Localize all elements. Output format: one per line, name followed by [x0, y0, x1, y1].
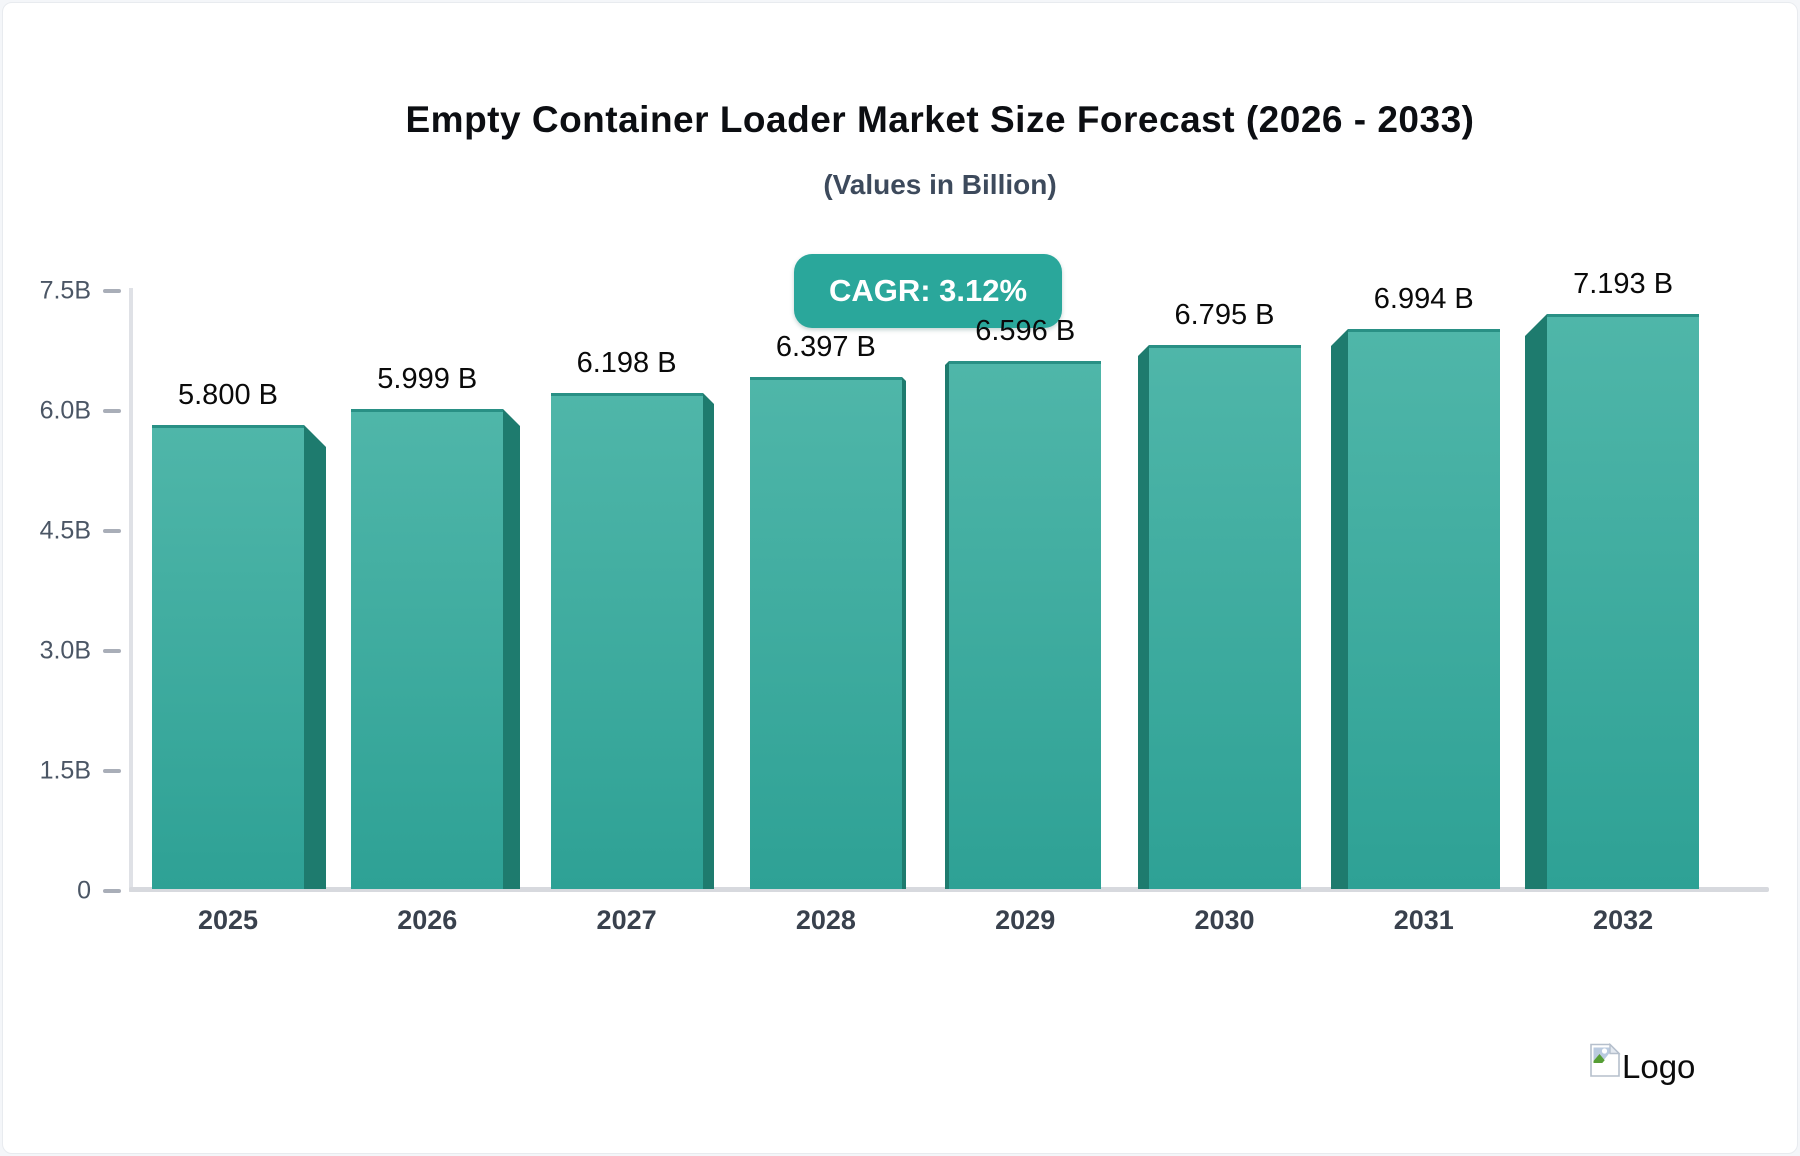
y-axis-tick-label: 1.5B: [39, 756, 91, 785]
bar-side-2027: [703, 393, 714, 889]
x-axis-label-2031: 2031: [1393, 905, 1454, 935]
bar-value-label-2031: 6.994 B: [1373, 283, 1474, 315]
x-axis-label-2029: 2029: [995, 905, 1056, 935]
chart-title: Empty Container Loader Market Size Forec…: [405, 99, 1475, 140]
x-axis-label-2027: 2027: [596, 905, 657, 935]
bar-value-label-2025: 5.800 B: [178, 379, 278, 411]
x-axis-label-2025: 2025: [197, 905, 259, 935]
bar-value-label-2029: 6.596 B: [975, 315, 1076, 347]
bar-side-2028: [902, 377, 906, 889]
cagr-badge-label: CAGR: 3.12%: [828, 273, 1028, 308]
x-axis-label-2030: 2030: [1194, 905, 1255, 935]
bar-2032: [1547, 314, 1699, 889]
bar-2025: [152, 425, 304, 889]
y-axis-tick-label: 0: [77, 876, 91, 905]
bar-value-label-2028: 6.397 B: [775, 331, 876, 363]
bar-2031: [1348, 329, 1500, 889]
bar-side-2025: [304, 425, 326, 889]
y-axis-tick-mark: [103, 289, 121, 293]
broken-image-icon: [1589, 1042, 1621, 1083]
y-axis-tick-label: 7.5B: [39, 276, 91, 305]
logo: Logo: [1589, 1042, 1696, 1085]
bar-value-label-2026: 5.999 B: [377, 363, 478, 395]
bar-side-2029: [945, 361, 949, 889]
bar-2026: [351, 409, 503, 889]
x-axis-label-2026: 2026: [397, 905, 458, 935]
bar-side-2026: [503, 409, 520, 889]
y-axis-tick-mark: [103, 889, 121, 893]
bar-2028: [750, 377, 902, 889]
y-axis-line: [129, 288, 133, 892]
y-axis-tick-mark: [103, 409, 121, 413]
chart-subtitle: (Values in Billion): [823, 169, 1057, 200]
bar-value-label-2032: 7.193 B: [1573, 268, 1674, 300]
y-axis-tick-label: 3.0B: [39, 636, 91, 665]
bar-2029: [949, 361, 1101, 889]
bar-side-2030: [1138, 345, 1149, 889]
x-axis-baseline: [129, 887, 1769, 892]
bar-2030: [1149, 345, 1301, 889]
cagr-badge: CAGR: 3.12%: [794, 254, 1062, 328]
x-axis-label-2032: 2032: [1593, 905, 1654, 935]
bar-2027: [551, 393, 703, 889]
bar-value-label-2030: 6.795 B: [1174, 299, 1275, 331]
bar-side-2031: [1331, 329, 1348, 889]
y-axis-tick-mark: [103, 649, 121, 653]
bar-side-2032: [1525, 314, 1547, 889]
logo-alt-text: Logo: [1622, 1048, 1696, 1085]
y-axis-tick-mark: [103, 769, 121, 773]
bar-value-label-2027: 6.198 B: [576, 347, 677, 379]
x-axis-label-2028: 2028: [795, 905, 856, 935]
y-axis-tick-label: 6.0B: [39, 396, 91, 425]
y-axis-tick-label: 4.5B: [39, 516, 91, 545]
y-axis-tick-mark: [103, 529, 121, 533]
